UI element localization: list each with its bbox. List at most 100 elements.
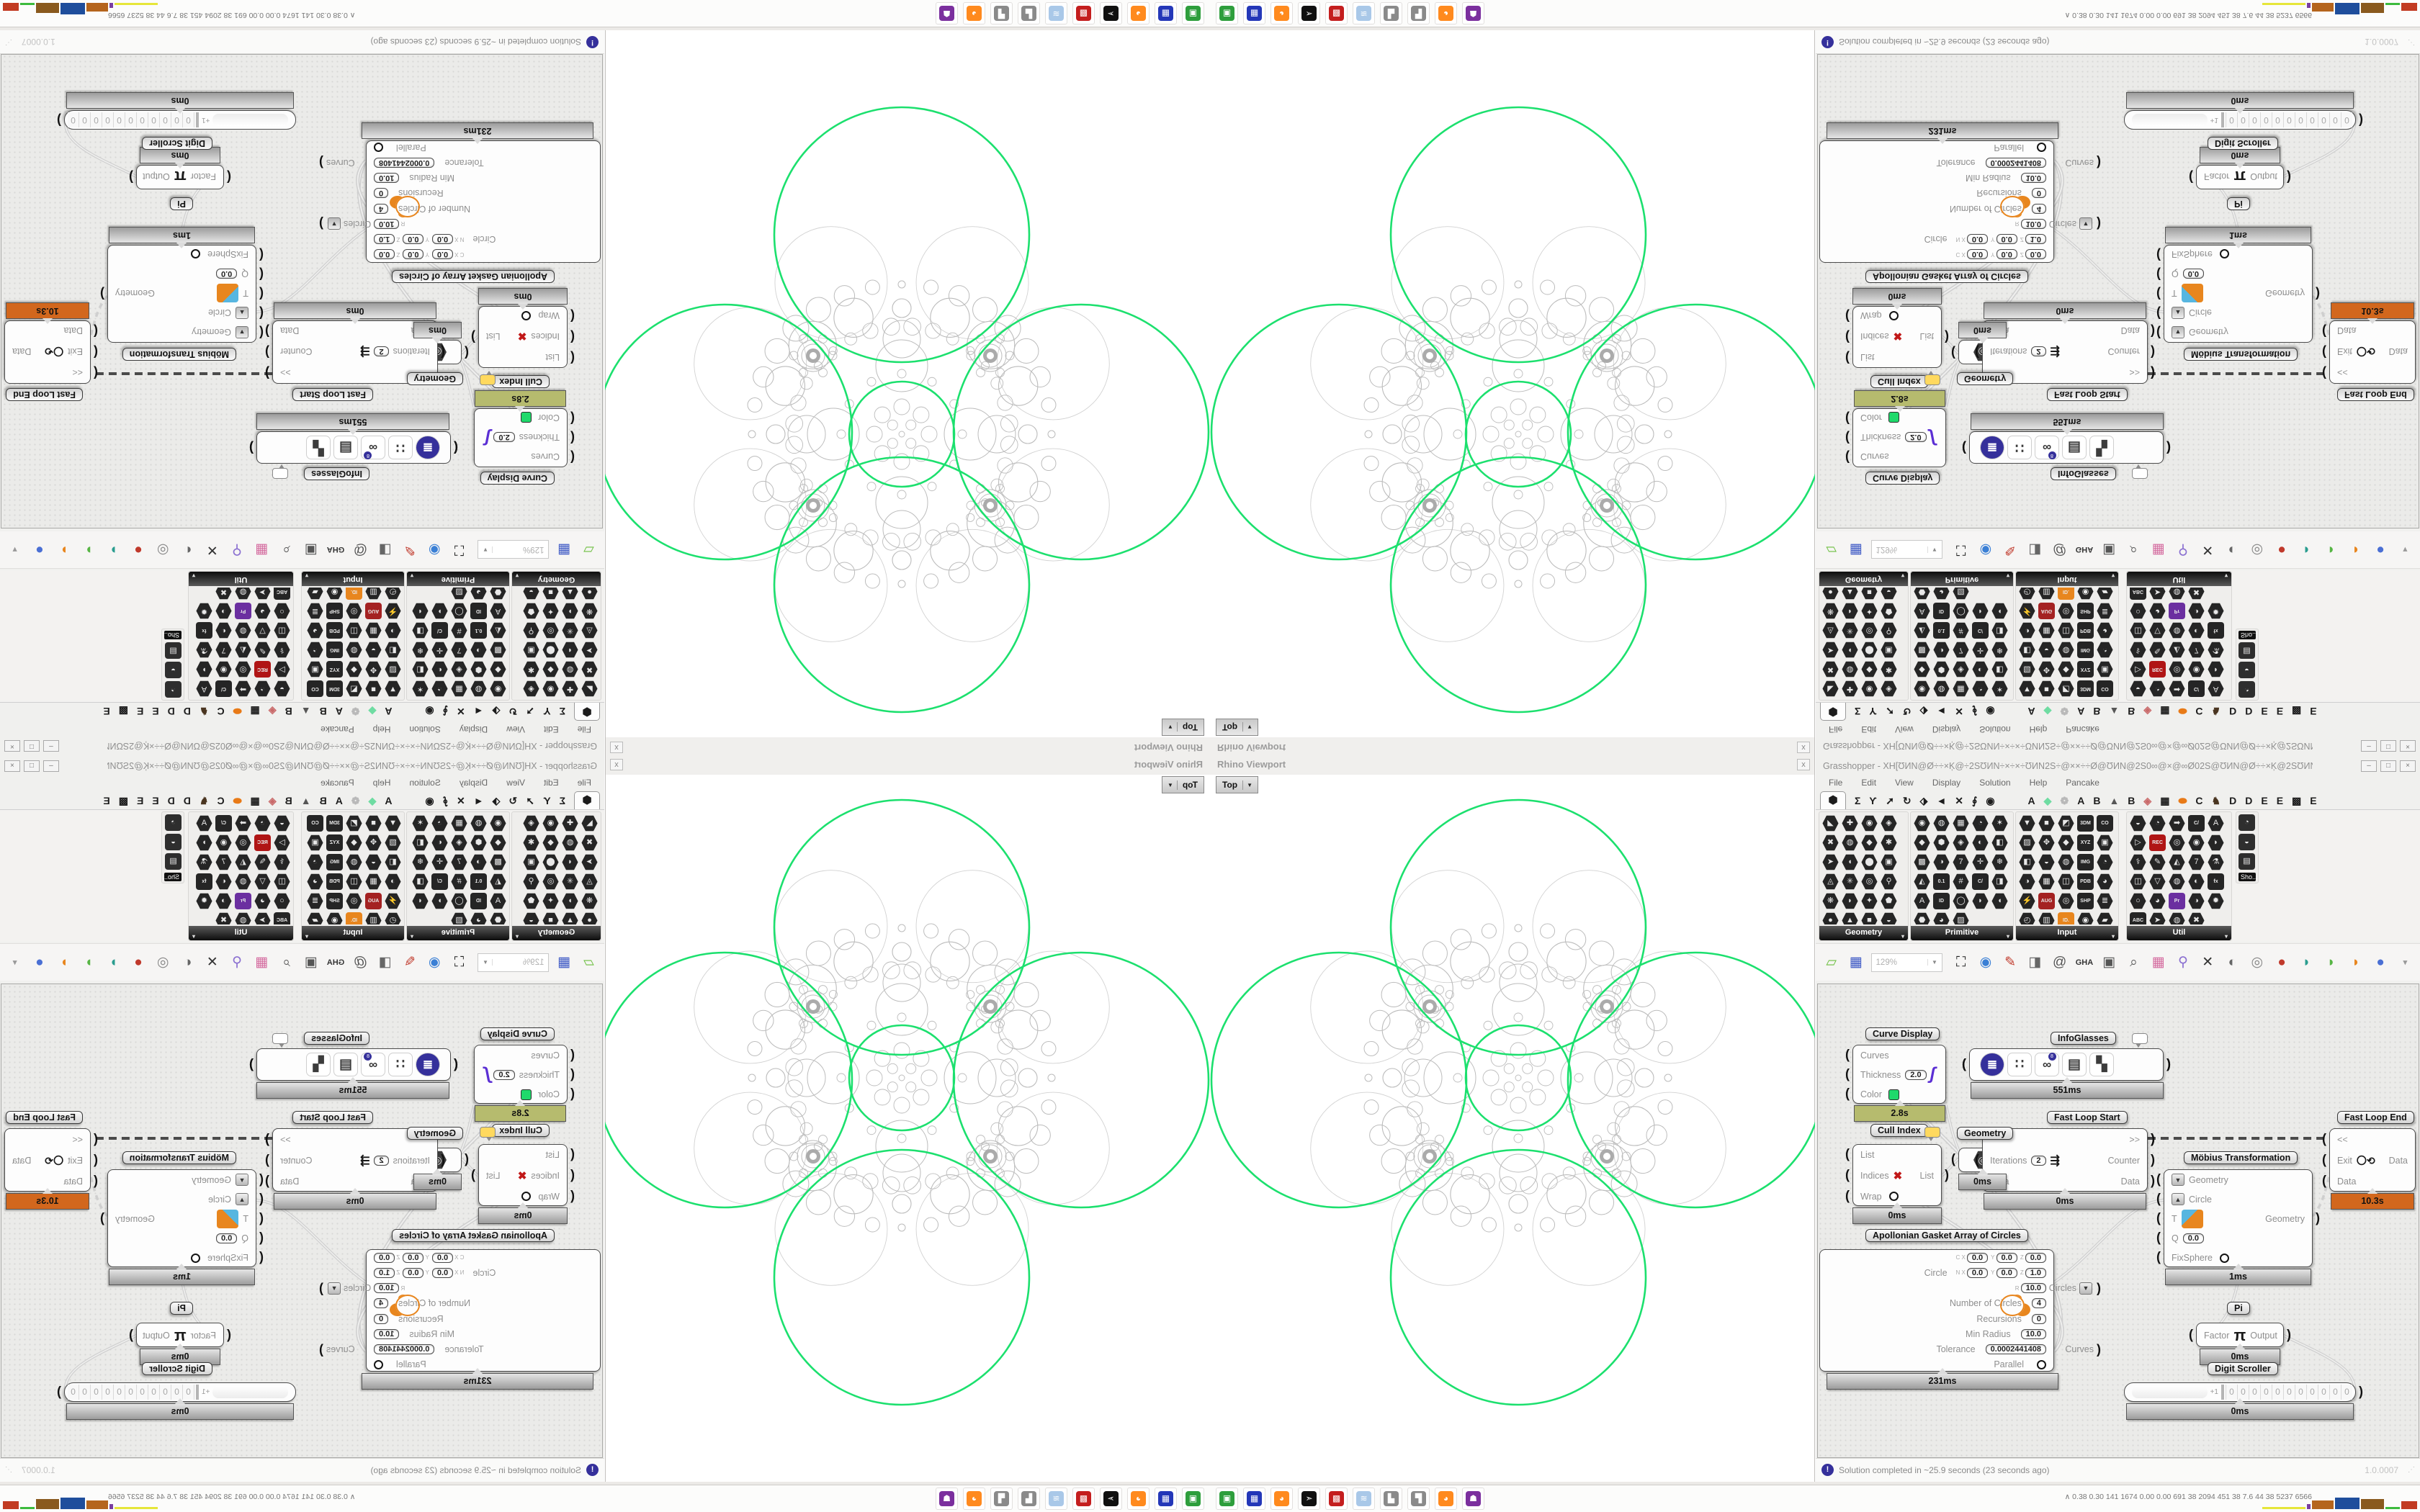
component-icon[interactable]: ◗ bbox=[196, 834, 212, 851]
tab-12[interactable]: ❁ bbox=[2060, 706, 2069, 717]
color-swatch[interactable] bbox=[521, 1089, 532, 1100]
addon-circle-icon[interactable]: ≣ bbox=[1980, 436, 2004, 459]
save-file-icon[interactable]: ▦ bbox=[557, 954, 571, 970]
menu-view[interactable]: View bbox=[506, 778, 525, 788]
component-icon[interactable]: ✦ bbox=[1861, 603, 1878, 619]
component-icon[interactable]: ◫ bbox=[2130, 622, 2146, 639]
menu-file[interactable]: File bbox=[577, 724, 591, 734]
component-icon[interactable]: ⬟ bbox=[1881, 603, 1897, 619]
component-icon[interactable]: 3DM bbox=[326, 815, 343, 832]
component-icon[interactable]: ■ bbox=[1861, 912, 1878, 924]
hint-bulb-icon[interactable]: ⚲ bbox=[232, 542, 242, 558]
input-connector[interactable]: ( bbox=[2156, 1250, 2161, 1265]
menu-edit[interactable]: Edit bbox=[543, 724, 559, 734]
scroller-digit[interactable]: 0 bbox=[2260, 1385, 2272, 1400]
component-icon[interactable]: ◐ bbox=[2188, 622, 2205, 639]
input-connector[interactable]: ( bbox=[94, 1152, 98, 1167]
component-icon[interactable]: ◍ bbox=[2169, 912, 2185, 924]
node-infoglasses[interactable]: (≣ ∷) ∞(8 ▤ ▚) bbox=[1962, 1048, 2171, 1081]
input-connector[interactable]: ( bbox=[1845, 351, 1850, 366]
component-icon[interactable]: A bbox=[490, 893, 506, 909]
component-icon[interactable]: ◉ bbox=[326, 588, 343, 600]
toggle-radio[interactable] bbox=[2037, 143, 2046, 153]
component-icon[interactable]: ⚕ bbox=[274, 854, 290, 870]
component-icon[interactable]: ◆ bbox=[490, 834, 506, 851]
tab-5[interactable]: ⬗ bbox=[1919, 706, 1928, 717]
component-icon[interactable]: ⚡ bbox=[385, 603, 401, 619]
value-box[interactable]: 0.0 bbox=[1966, 1252, 1989, 1263]
component-icon[interactable]: C/ bbox=[215, 680, 232, 697]
scroller-digit[interactable]: 0 bbox=[137, 112, 148, 127]
scroller-track[interactable] bbox=[212, 114, 288, 126]
component-icon[interactable]: ◍ bbox=[2058, 854, 2074, 870]
component-icon[interactable]: ◍ bbox=[235, 622, 251, 639]
scroller-digit[interactable]: 0 bbox=[102, 1385, 114, 1400]
tab-1[interactable]: Σ bbox=[559, 706, 565, 717]
toggle-radio[interactable] bbox=[191, 249, 201, 259]
component-icon[interactable]: ▽ bbox=[2149, 873, 2166, 890]
output-connector[interactable]: ) bbox=[100, 287, 104, 302]
component-icon[interactable]: ◈ bbox=[451, 661, 467, 678]
scroller-digit[interactable]: 0 bbox=[148, 112, 160, 127]
pin-green-icon[interactable]: ◗ bbox=[2326, 954, 2336, 970]
mask-app-icon[interactable]: ☗ bbox=[936, 1488, 958, 1510]
scroller-digit[interactable]: 0 bbox=[2272, 112, 2283, 127]
component-icon[interactable]: ▨ bbox=[385, 661, 401, 678]
component-icon[interactable]: ◖ bbox=[412, 603, 429, 619]
component-icon[interactable]: 0.1 bbox=[1933, 622, 1950, 639]
component-icon[interactable]: ➡ bbox=[2169, 815, 2185, 832]
note-bubble[interactable] bbox=[1924, 374, 1940, 385]
node-digit-scroller[interactable]: +1 0 0 0 0 0 0 0 0 0 0 0) bbox=[2124, 1382, 2363, 1402]
component-icon[interactable]: ✹ bbox=[196, 893, 212, 909]
component-icon[interactable]: ◒ bbox=[2130, 680, 2146, 697]
component-icon[interactable]: ◩ bbox=[346, 680, 362, 697]
component-icon[interactable]: ▨ bbox=[2019, 834, 2035, 851]
component-icon[interactable]: ▣ bbox=[523, 642, 539, 658]
scroller-digit[interactable]: 0 bbox=[68, 1385, 79, 1400]
component-icon[interactable]: ✹ bbox=[2208, 893, 2224, 909]
viewport-tab-top[interactable]: Top ▼ bbox=[1161, 776, 1204, 793]
panel-category-label[interactable]: Input ▾ bbox=[302, 926, 404, 940]
node-mobius[interactable]: (▼ Geometry(▲ Circle(T Geometry)(Q 0.0(FixSp… bbox=[2156, 245, 2320, 343]
component-icon[interactable]: Pr bbox=[2169, 893, 2185, 909]
cursor-app-icon[interactable]: ➣ bbox=[1100, 1488, 1122, 1510]
input-connector[interactable]: ( bbox=[2156, 1210, 2161, 1225]
panel-category-label[interactable]: Primitive ▾ bbox=[1911, 572, 2013, 586]
tab-1[interactable]: Σ bbox=[1855, 706, 1861, 717]
component-icon[interactable]: ◉ bbox=[2188, 834, 2205, 851]
component-icon[interactable]: ◐ bbox=[431, 661, 448, 678]
component-icon[interactable]: ◔ bbox=[2238, 681, 2255, 698]
node-label-digit-scroller[interactable]: Digit Scroller bbox=[2208, 1362, 2278, 1375]
tab-15[interactable]: ▲ bbox=[2109, 795, 2120, 806]
tab-14[interactable]: B bbox=[2093, 706, 2101, 717]
value-box[interactable]: 2.0 bbox=[493, 432, 515, 443]
output-connector[interactable]: ) bbox=[2151, 324, 2155, 339]
tab-3[interactable]: ➚ bbox=[1886, 706, 1894, 717]
output-connector[interactable]: ) bbox=[265, 324, 269, 339]
component-icon[interactable]: ◉ bbox=[490, 680, 506, 697]
maze2-app-icon[interactable]: ▜ bbox=[990, 2, 1013, 24]
viewport-close-icon[interactable]: x bbox=[610, 759, 623, 770]
scroller-digit[interactable]: 0 bbox=[2249, 112, 2260, 127]
sketch-pen-icon[interactable]: ✎ bbox=[403, 954, 416, 970]
value-box[interactable]: 0.0 bbox=[215, 268, 238, 279]
tab-21[interactable]: ♞ bbox=[199, 706, 209, 717]
scroller-digit[interactable]: 0 bbox=[2318, 112, 2329, 127]
maze-app-icon[interactable]: ▙ bbox=[1018, 2, 1040, 24]
component-icon[interactable]: ○ bbox=[274, 893, 290, 909]
scroller-digit[interactable]: 0 bbox=[2295, 1385, 2306, 1400]
tab-4[interactable]: ↻ bbox=[508, 795, 518, 806]
input-connector[interactable]: ( bbox=[259, 325, 264, 341]
pin-orange-icon[interactable]: ◗ bbox=[60, 542, 68, 558]
scroller-digit[interactable]: 0 bbox=[160, 112, 171, 127]
component-icon[interactable]: ◔ bbox=[431, 680, 448, 697]
scroller-digit[interactable]: 0 bbox=[160, 1385, 171, 1400]
component-icon[interactable]: ◔ bbox=[2238, 814, 2255, 831]
component-icon[interactable]: ◴ bbox=[2019, 588, 2035, 600]
note-bubble[interactable] bbox=[272, 1033, 288, 1044]
firefox2-app-icon[interactable]: ◕ bbox=[963, 1488, 985, 1510]
component-icon[interactable]: 7 bbox=[215, 642, 232, 658]
component-icon[interactable]: CO bbox=[307, 680, 323, 697]
menu-display[interactable]: Display bbox=[459, 724, 488, 734]
node-cull-index[interactable]: (List(Indices ✖ List)(Wrap bbox=[1845, 306, 1949, 368]
